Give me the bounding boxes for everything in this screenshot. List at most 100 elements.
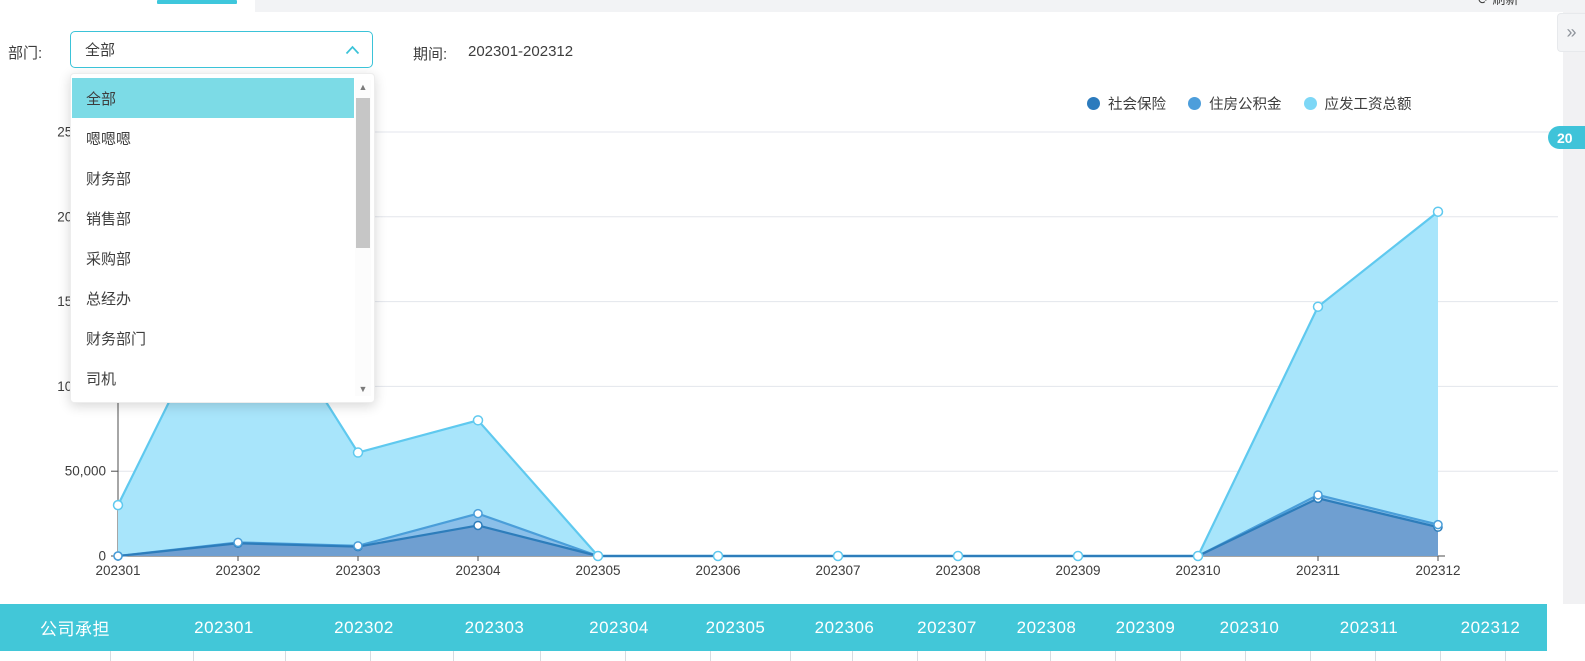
scrollbar-down-arrow-icon[interactable]: ▼: [358, 384, 368, 394]
table-cell-border: [710, 651, 711, 661]
inactive-tab-area: [255, 0, 1585, 12]
data-point-应发工资总额: [1192, 550, 1204, 562]
data-point-应发工资总额: [832, 550, 844, 562]
table-header-cell: 202307: [917, 617, 977, 637]
table-cell-border: [453, 651, 454, 661]
data-point-住房公积金: [113, 551, 123, 561]
x-axis-label: 202312: [1415, 563, 1460, 578]
dropdown-option[interactable]: 嗯嗯嗯: [72, 118, 354, 158]
y-axis-label: 0: [98, 549, 106, 564]
legend-label: 应发工资总额: [1324, 97, 1412, 113]
table-header-cell: 202303: [464, 617, 525, 637]
department-dropdown: 全部 嗯嗯嗯 财务部 销售部 采购部 总经办 财务部门 司机 ▲ ▼: [70, 73, 375, 403]
table-cell-border: [625, 651, 626, 661]
expand-panel-button[interactable]: »: [1557, 13, 1585, 52]
legend-label: 住房公积金: [1209, 97, 1282, 113]
table-header-cell: 202310: [1219, 617, 1280, 637]
table-header-cell: 202311: [1339, 617, 1399, 637]
department-label: 部门:: [8, 45, 43, 62]
top-tab-bar: ⟳ 刷新: [0, 0, 1585, 12]
dropdown-option[interactable]: 销售部: [72, 198, 354, 238]
period-badge: 20: [1548, 126, 1585, 149]
x-axis-label: 202308: [935, 563, 980, 578]
dropdown-scrollbar[interactable]: ▲ ▼: [355, 80, 371, 396]
table-cell-border: [1440, 651, 1441, 661]
department-select[interactable]: 全部: [70, 31, 373, 68]
data-point-应发工资总额: [1072, 550, 1084, 562]
table-cell-border: [1245, 651, 1246, 661]
table-header-cell: 202312: [1460, 617, 1521, 637]
x-axis-label: 202310: [1175, 563, 1220, 578]
series-area-社会保险: [118, 498, 1438, 556]
series-area-应发工资总额: [118, 211, 1438, 556]
data-point-社会保险: [473, 520, 483, 531]
dropdown-option[interactable]: 全部: [72, 78, 354, 118]
data-point-应发工资总额: [472, 415, 484, 426]
data-point-住房公积金: [233, 537, 243, 548]
scrollbar-thumb[interactable]: [356, 98, 370, 248]
table-cell-border: [852, 651, 853, 661]
data-point-应发工资总额: [1312, 301, 1324, 312]
table-row-sliver: [0, 651, 1585, 661]
table-header-cell: 202306: [814, 617, 875, 637]
dropdown-option[interactable]: 财务部门: [72, 318, 354, 358]
table-cell-border: [110, 651, 111, 661]
company-burden-table-header: 公司承担 202301 202302 202303 202304 202305 202306…: [0, 604, 1547, 651]
legend-label: 社会保险: [1108, 97, 1166, 113]
dropdown-option[interactable]: 财务部: [72, 158, 354, 198]
table-cell-border: [1505, 651, 1506, 661]
data-point-应发工资总额: [592, 550, 604, 562]
data-point-住房公积金: [1433, 519, 1443, 530]
legend-item[interactable]: 住房公积金: [1188, 93, 1282, 114]
x-axis-label: 202302: [215, 563, 260, 578]
dropdown-option[interactable]: 总经办: [72, 278, 354, 318]
table-header-cell: 202308: [1016, 617, 1077, 637]
legend-item[interactable]: 社会保险: [1087, 93, 1166, 114]
table-cell-border: [1115, 651, 1116, 661]
right-side-strip: [1563, 12, 1585, 604]
x-axis-label: 202304: [455, 563, 501, 578]
y-axis-label: 50,000: [65, 464, 106, 479]
x-axis-label: 202303: [335, 563, 380, 578]
chevron-up-icon: [345, 45, 360, 54]
dropdown-option[interactable]: 司机: [72, 358, 354, 398]
data-point-应发工资总额: [1432, 206, 1444, 217]
data-point-应发工资总额: [352, 447, 364, 458]
x-axis-label: 202311: [1296, 563, 1340, 578]
period-badge-text: 20: [1557, 129, 1573, 146]
scrollbar-up-arrow-icon[interactable]: ▲: [358, 82, 368, 92]
legend-dot-icon: [1303, 97, 1317, 110]
refresh-label: 刷新: [1493, 0, 1519, 7]
table-cell-border: [790, 651, 791, 661]
refresh-button[interactable]: ⟳ 刷新: [1478, 0, 1519, 8]
data-point-住房公积金: [1313, 490, 1323, 500]
active-tab-indicator[interactable]: [157, 0, 237, 4]
data-point-应发工资总额: [112, 499, 124, 511]
table-cell-border: [917, 651, 918, 661]
series-line-社会保险: [117, 497, 1439, 558]
x-axis-label: 202307: [815, 563, 860, 578]
x-axis-label: 202305: [575, 563, 620, 578]
legend-dot-icon: [1087, 97, 1100, 110]
chart-legend: 社会保险 住房公积金 应发工资总额: [1087, 93, 1412, 114]
table-header-cell: 202305: [705, 617, 766, 637]
dropdown-option[interactable]: 采购部: [72, 238, 354, 278]
table-header-cell: 202301: [194, 617, 254, 637]
table-cell-border: [1050, 651, 1051, 661]
table-header-row-label: 公司承担: [40, 620, 110, 639]
table-cell-border: [985, 651, 986, 661]
x-axis-label: 202306: [695, 563, 740, 578]
department-dropdown-list: 全部 嗯嗯嗯 财务部 销售部 采购部 总经办 财务部门 司机: [72, 78, 354, 398]
department-select-value: 全部: [85, 42, 116, 59]
refresh-icon: ⟳: [1478, 0, 1489, 7]
data-point-住房公积金: [473, 508, 483, 519]
legend-dot-icon: [1188, 97, 1201, 110]
x-axis-label: 202301: [95, 563, 140, 578]
data-point-应发工资总额: [712, 550, 724, 562]
table-cell-border: [1310, 651, 1311, 661]
legend-item[interactable]: 应发工资总额: [1303, 93, 1412, 114]
data-point-住房公积金: [353, 541, 363, 551]
table-header-cell: 202302: [334, 617, 394, 637]
x-axis-label: 202309: [1055, 563, 1100, 578]
period-label: 期间:: [413, 46, 448, 63]
